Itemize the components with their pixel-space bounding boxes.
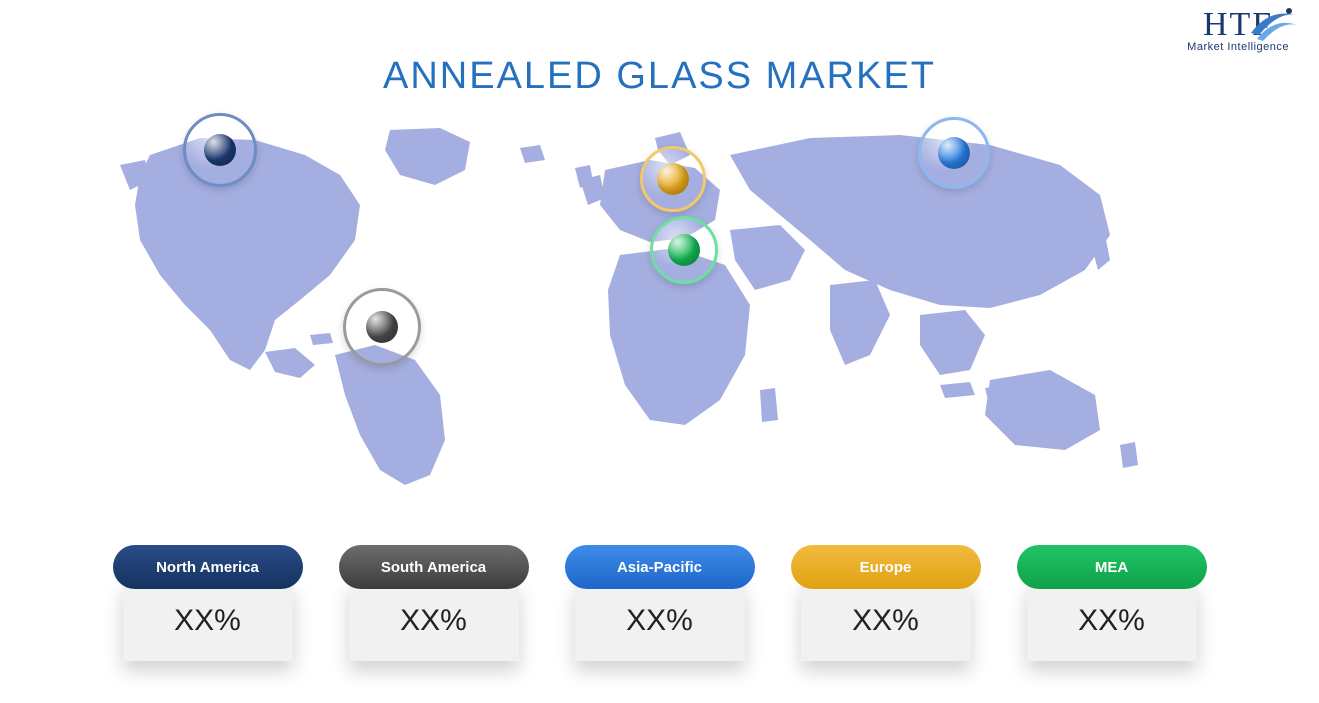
region-cards-row: North AmericaXX%South AmericaXX%Asia-Pac… [0, 545, 1319, 661]
region-pill: Europe [791, 545, 981, 589]
region-card: MEAXX% [1017, 545, 1207, 661]
map-marker-north-america [183, 113, 257, 187]
marker-core-icon [668, 234, 700, 266]
page-title: ANNEALED GLASS MARKET [383, 55, 936, 98]
map-marker-europe [640, 146, 706, 212]
region-card: EuropeXX% [791, 545, 981, 661]
marker-core-icon [938, 137, 970, 169]
map-marker-mea [650, 216, 718, 284]
region-value: XX% [1027, 581, 1197, 661]
region-pill: MEA [1017, 545, 1207, 589]
marker-core-icon [204, 134, 236, 166]
map-marker-south-america [343, 288, 421, 366]
world-map [90, 120, 1170, 490]
brand-logo: HTF Market Intelligence [1187, 8, 1289, 53]
region-card: Asia-PacificXX% [565, 545, 755, 661]
region-value: XX% [123, 581, 293, 661]
marker-core-icon [657, 163, 689, 195]
region-card: South AmericaXX% [339, 545, 529, 661]
region-pill: Asia-Pacific [565, 545, 755, 589]
map-marker-asia-pacific [918, 117, 990, 189]
region-pill: South America [339, 545, 529, 589]
region-value: XX% [349, 581, 519, 661]
region-card: North AmericaXX% [113, 545, 303, 661]
region-value: XX% [801, 581, 971, 661]
region-value: XX% [575, 581, 745, 661]
marker-core-icon [366, 311, 398, 343]
region-pill: North America [113, 545, 303, 589]
logo-swoosh-icon [1249, 3, 1299, 48]
